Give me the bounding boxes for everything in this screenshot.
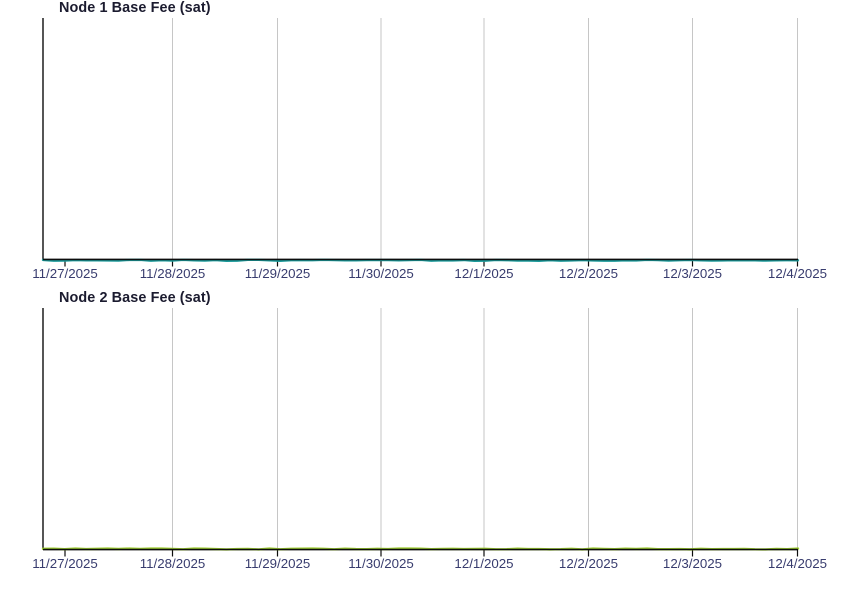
svg-text:12/3/2025: 12/3/2025 [663,266,722,281]
svg-text:12/2/2025: 12/2/2025 [559,556,618,571]
svg-text:11/30/2025: 11/30/2025 [348,266,414,281]
svg-text:12/4/2025: 12/4/2025 [768,266,827,281]
svg-text:12/3/2025: 12/3/2025 [663,556,722,571]
svg-text:12/1/2025: 12/1/2025 [454,556,513,571]
svg-text:11/30/2025: 11/30/2025 [348,556,414,571]
svg-text:11/28/2025: 11/28/2025 [140,556,206,571]
svg-text:12/4/2025: 12/4/2025 [768,556,827,571]
svg-text:11/27/2025: 11/27/2025 [32,556,98,571]
svg-text:11/29/2025: 11/29/2025 [245,266,311,281]
svg-text:12/2/2025: 12/2/2025 [559,266,618,281]
svg-text:11/28/2025: 11/28/2025 [140,266,206,281]
svg-text:11/27/2025: 11/27/2025 [32,266,98,281]
svg-text:11/29/2025: 11/29/2025 [245,556,311,571]
svg-text:12/1/2025: 12/1/2025 [454,266,513,281]
